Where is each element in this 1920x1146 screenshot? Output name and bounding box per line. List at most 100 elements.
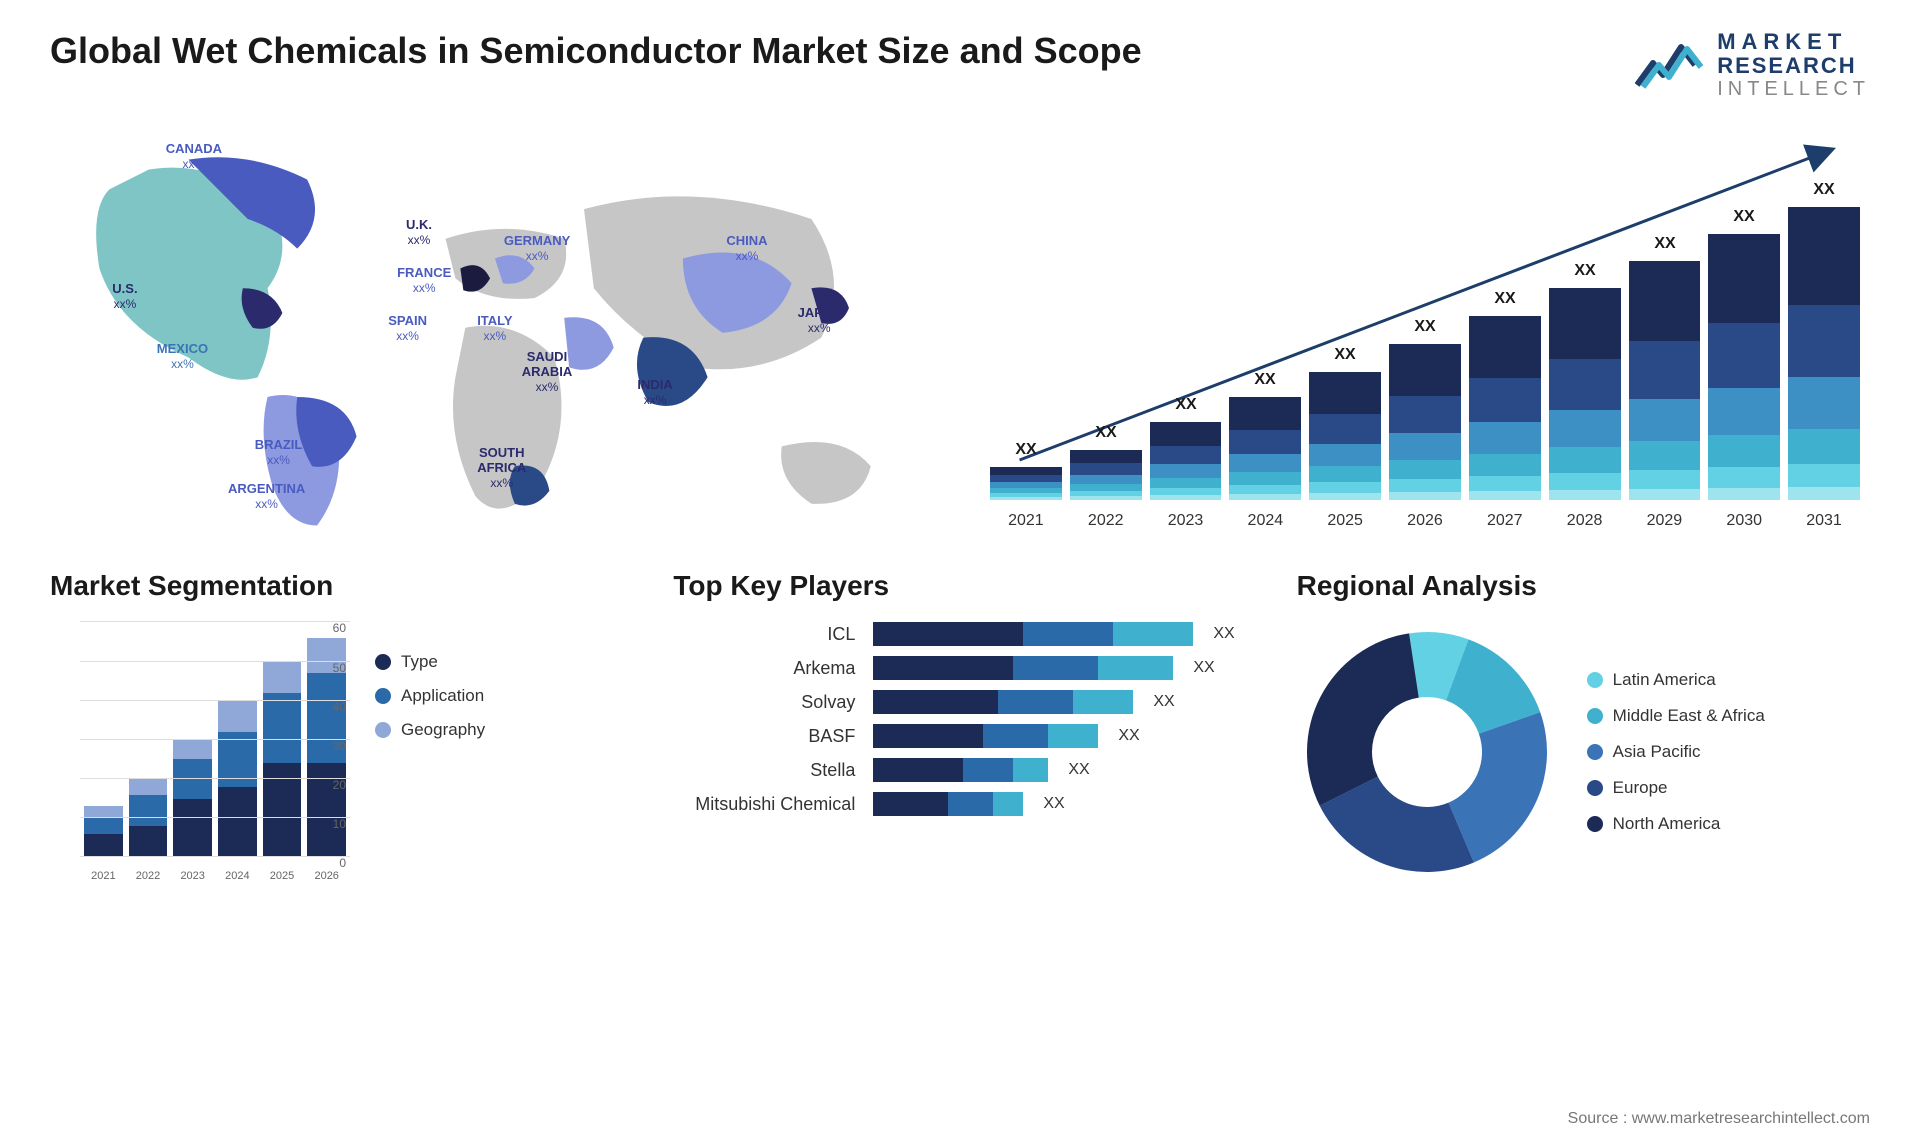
- main-bar-year-label: 2024: [1229, 512, 1301, 530]
- main-bar-segment: [1389, 433, 1461, 460]
- map-label: FRANCExx%: [397, 266, 451, 296]
- main-bar-segment: [1389, 492, 1461, 500]
- main-bar-segment: [1469, 476, 1541, 491]
- main-bar-xaxis: 2021202220232024202520262027202820292030…: [980, 512, 1870, 530]
- player-row: BASFXX: [673, 724, 1246, 748]
- seg-bar-segment: [129, 779, 168, 795]
- main-bar-segment: [1389, 460, 1461, 479]
- main-bar-segment: [1150, 478, 1222, 488]
- main-bar-segment: [1070, 463, 1142, 475]
- main-bar-segment: [1229, 472, 1301, 485]
- main-bar-segment: [1309, 466, 1381, 482]
- main-bar-segment: [1389, 396, 1461, 433]
- player-bar: [873, 622, 1193, 646]
- main-bar-column: [1469, 316, 1541, 500]
- map-label: SOUTHAFRICAxx%: [477, 446, 526, 491]
- main-bar-segment: [1788, 429, 1860, 464]
- legend-swatch: [375, 722, 391, 738]
- seg-bar-segment: [218, 787, 257, 858]
- main-bar-segment: [1389, 344, 1461, 396]
- world-map: CANADAxx%U.S.xx%MEXICOxx%BRAZILxx%ARGENT…: [50, 130, 940, 530]
- seg-bar-segment: [263, 693, 302, 764]
- region-legend-item: Latin America: [1587, 670, 1765, 690]
- player-value-label: XX: [1193, 659, 1214, 677]
- player-row: ArkemaXX: [673, 656, 1246, 680]
- main-bar-segment: [1629, 341, 1701, 399]
- player-value-label: XX: [1118, 727, 1139, 745]
- header: Global Wet Chemicals in Semiconductor Ma…: [50, 30, 1870, 100]
- region-legend-item: Middle East & Africa: [1587, 706, 1765, 726]
- seg-gridline: [80, 700, 350, 701]
- player-bar-segment: [1023, 622, 1113, 646]
- player-bar: [873, 724, 1098, 748]
- main-bar-segment: [1150, 488, 1222, 495]
- seg-bar-segment: [173, 759, 212, 798]
- player-bar-segment: [1073, 690, 1133, 714]
- legend-label: Europe: [1613, 778, 1668, 798]
- main-bar-segment: [1708, 323, 1780, 388]
- player-bar-segment: [873, 622, 1023, 646]
- seg-ytick: 0: [339, 856, 346, 870]
- player-bar-segment: [873, 758, 963, 782]
- main-bar-segment: [1549, 473, 1621, 490]
- main-bar-segment: [1309, 414, 1381, 444]
- legend-swatch: [1587, 672, 1603, 688]
- player-bar: [873, 792, 1023, 816]
- players-chart: ICLXXArkemaXXSolvayXXBASFXXStellaXXMitsu…: [673, 622, 1246, 816]
- main-bar-segment: [1629, 441, 1701, 470]
- main-bar-column: [990, 467, 1062, 500]
- main-bar-segment: [1469, 454, 1541, 476]
- main-bar-segment: [1229, 454, 1301, 472]
- player-row: StellaXX: [673, 758, 1246, 782]
- main-bar-year-label: 2023: [1150, 512, 1222, 530]
- segmentation-chart: 202120222023202420252026 0102030405060: [50, 622, 350, 882]
- seg-legend-item: Application: [375, 686, 485, 706]
- main-bar-column: [1549, 288, 1621, 500]
- map-label: ITALYxx%: [477, 314, 512, 344]
- regional-legend: Latin AmericaMiddle East & AfricaAsia Pa…: [1587, 670, 1765, 834]
- map-label: BRAZILxx%: [255, 438, 303, 468]
- main-bar-segment: [1708, 435, 1780, 467]
- main-bar-year-label: 2027: [1469, 512, 1541, 530]
- main-bar-segment: [1229, 485, 1301, 494]
- player-bar-segment: [873, 656, 1013, 680]
- regional-body: Latin AmericaMiddle East & AfricaAsia Pa…: [1297, 622, 1870, 882]
- legend-label: Middle East & Africa: [1613, 706, 1765, 726]
- player-name: Stella: [673, 760, 863, 781]
- main-bar-segment: [1309, 482, 1381, 493]
- player-bar-segment: [1013, 758, 1048, 782]
- logo-line-1: MARKET: [1717, 30, 1870, 54]
- main-bar-segment: [1469, 316, 1541, 378]
- seg-year-label: 2023: [173, 870, 212, 882]
- legend-label: North America: [1613, 814, 1721, 834]
- main-bar-year-label: 2022: [1070, 512, 1142, 530]
- main-bar-segment: [1788, 464, 1860, 487]
- main-bar-segment: [1070, 450, 1142, 463]
- main-bar-column: [1309, 372, 1381, 500]
- main-bar-segment: [990, 475, 1062, 482]
- main-bar-segment: [1629, 261, 1701, 341]
- main-bar-segment: [1469, 378, 1541, 422]
- main-bar-segment: [1549, 490, 1621, 500]
- map-label: U.K.xx%: [406, 218, 432, 248]
- player-bar: [873, 758, 1048, 782]
- player-bar-segment: [998, 690, 1073, 714]
- seg-ytick: 30: [333, 739, 346, 753]
- player-bar: [873, 656, 1173, 680]
- main-bar-segment: [1150, 422, 1222, 446]
- main-bar-value-label: XX: [1015, 441, 1036, 459]
- main-bar-segment: [1389, 479, 1461, 492]
- main-bar-segment: [990, 467, 1062, 475]
- main-bars: XXXXXXXXXXXXXXXXXXXXXX: [980, 160, 1870, 500]
- page-title: Global Wet Chemicals in Semiconductor Ma…: [50, 30, 1142, 72]
- main-bar-column: [1229, 397, 1301, 500]
- seg-year-label: 2026: [307, 870, 346, 882]
- map-label: SAUDIARABIAxx%: [522, 350, 573, 395]
- seg-gridline: [80, 778, 350, 779]
- main-bar-value-label: XX: [1813, 181, 1834, 199]
- player-name: Mitsubishi Chemical: [673, 794, 863, 815]
- main-bar-year-label: 2031: [1788, 512, 1860, 530]
- player-row: SolvayXX: [673, 690, 1246, 714]
- map-label: ARGENTINAxx%: [228, 482, 305, 512]
- legend-swatch: [375, 654, 391, 670]
